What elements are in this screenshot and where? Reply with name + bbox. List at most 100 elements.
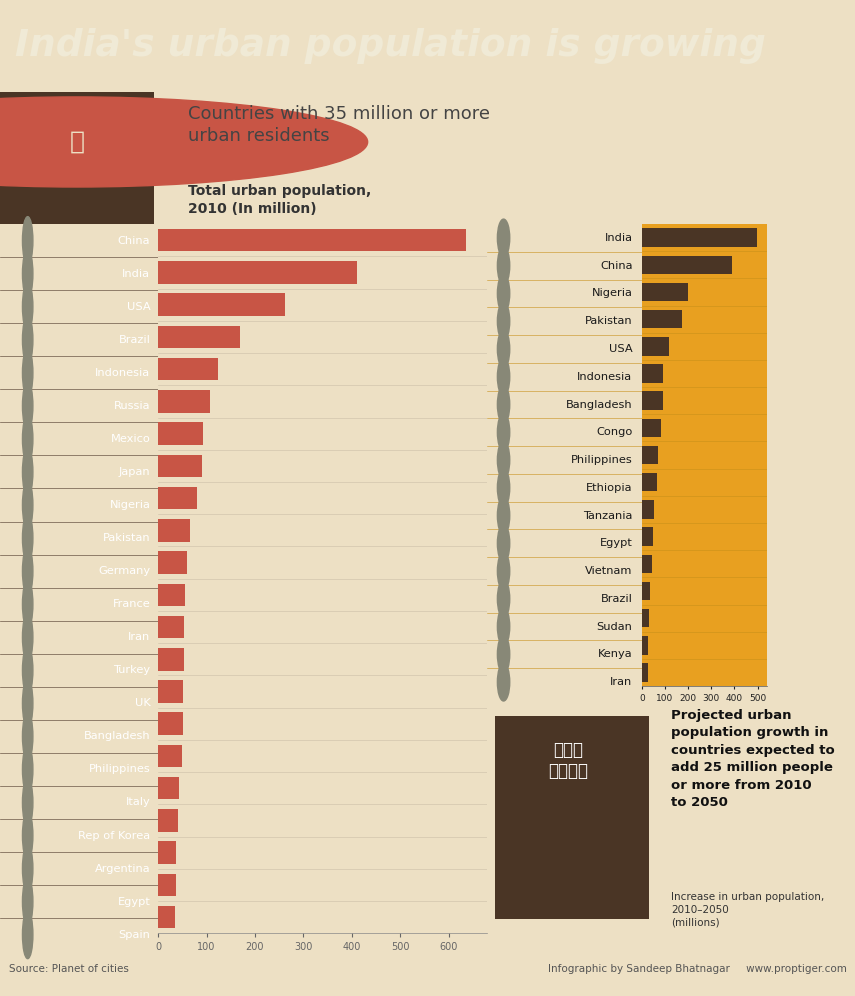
Circle shape: [22, 381, 32, 430]
Text: Philippines: Philippines: [89, 764, 150, 775]
Circle shape: [498, 413, 510, 451]
Bar: [158, 680, 183, 703]
Text: Egypt: Egypt: [117, 896, 150, 906]
Bar: [642, 337, 669, 356]
Text: Mexico: Mexico: [110, 434, 150, 444]
Circle shape: [498, 247, 510, 285]
Bar: [158, 358, 218, 380]
Bar: [158, 454, 203, 477]
Text: Ethiopia: Ethiopia: [586, 483, 633, 493]
Text: Japan: Japan: [119, 467, 150, 477]
Bar: [158, 584, 185, 607]
Text: India's urban population is growing: India's urban population is growing: [15, 28, 766, 64]
Circle shape: [22, 283, 32, 331]
Bar: [642, 636, 648, 654]
Circle shape: [22, 845, 32, 892]
Text: Russia: Russia: [114, 400, 150, 411]
Text: China: China: [118, 236, 150, 246]
Bar: [158, 390, 210, 412]
Bar: [642, 582, 650, 601]
Circle shape: [498, 663, 510, 701]
Text: 👥👥👥
👥👥👥👥: 👥👥👥 👥👥👥👥: [548, 741, 588, 780]
Circle shape: [22, 448, 32, 496]
Text: France: France: [113, 600, 150, 610]
Text: ⌂: ⌂: [546, 724, 590, 791]
Text: Philippines: Philippines: [571, 455, 633, 465]
Text: USA: USA: [127, 302, 150, 312]
Bar: [642, 663, 648, 681]
Bar: [642, 228, 757, 247]
Text: Spain: Spain: [118, 929, 150, 939]
Text: Sudan: Sudan: [597, 622, 633, 631]
Circle shape: [22, 646, 32, 694]
Circle shape: [22, 877, 32, 925]
Circle shape: [22, 779, 32, 827]
Text: Egypt: Egypt: [599, 538, 633, 549]
Bar: [158, 422, 203, 445]
Text: USA: USA: [609, 344, 633, 354]
Bar: [642, 256, 732, 274]
Text: Indonesia: Indonesia: [95, 368, 150, 377]
Circle shape: [498, 330, 510, 368]
Text: Bangladesh: Bangladesh: [566, 399, 633, 409]
Circle shape: [22, 679, 32, 727]
Bar: [642, 555, 652, 573]
Bar: [158, 809, 178, 832]
Circle shape: [498, 441, 510, 479]
FancyBboxPatch shape: [0, 92, 154, 224]
Bar: [642, 527, 653, 546]
Circle shape: [498, 358, 510, 395]
Circle shape: [22, 250, 32, 298]
Bar: [158, 712, 183, 735]
Circle shape: [0, 97, 368, 187]
Text: Countries with 35 million or more
urban residents: Countries with 35 million or more urban …: [188, 105, 490, 145]
Text: 🏢: 🏢: [69, 129, 85, 154]
Bar: [158, 519, 190, 542]
Text: Tanzania: Tanzania: [583, 511, 633, 521]
Circle shape: [498, 635, 510, 673]
Bar: [642, 500, 654, 519]
Circle shape: [22, 547, 32, 595]
Bar: [642, 365, 663, 382]
Text: Rep of Korea: Rep of Korea: [78, 831, 150, 841]
Text: Congo: Congo: [596, 427, 633, 437]
Bar: [642, 283, 688, 301]
Bar: [158, 905, 175, 928]
Circle shape: [22, 514, 32, 562]
Text: Brazil: Brazil: [118, 335, 150, 345]
Circle shape: [22, 614, 32, 661]
Text: Nigeria: Nigeria: [109, 500, 150, 510]
Text: Kenya: Kenya: [598, 649, 633, 659]
Bar: [158, 551, 187, 574]
Circle shape: [22, 910, 32, 958]
Text: Increase in urban population,
2010–2050
(millions): Increase in urban population, 2010–2050 …: [671, 891, 824, 927]
Bar: [158, 873, 175, 896]
Text: Turkey: Turkey: [113, 665, 150, 675]
Text: Iran: Iran: [128, 632, 150, 642]
Bar: [642, 418, 661, 437]
Bar: [158, 487, 197, 509]
Bar: [158, 294, 285, 316]
Bar: [642, 391, 663, 410]
Bar: [642, 310, 681, 329]
Bar: [158, 616, 184, 638]
Circle shape: [22, 481, 32, 529]
Text: Total urban population,
2010 (In million): Total urban population, 2010 (In million…: [188, 184, 371, 216]
Circle shape: [498, 385, 510, 423]
Text: Infographic by Sandeep Bhatnagar     www.proptiger.com: Infographic by Sandeep Bhatnagar www.pro…: [547, 964, 846, 974]
Text: Iran: Iran: [610, 677, 633, 687]
Text: Argentina: Argentina: [95, 864, 150, 873]
Text: China: China: [600, 261, 633, 271]
Circle shape: [498, 525, 510, 562]
Text: Brazil: Brazil: [600, 594, 633, 604]
Text: Pakistan: Pakistan: [103, 533, 150, 543]
Circle shape: [22, 812, 32, 860]
Circle shape: [498, 497, 510, 535]
Bar: [642, 609, 649, 627]
Circle shape: [22, 581, 32, 628]
Text: Source: Planet of cities: Source: Planet of cities: [9, 964, 128, 974]
Circle shape: [22, 745, 32, 794]
Circle shape: [22, 217, 32, 265]
Bar: [158, 842, 176, 864]
Bar: [158, 648, 184, 670]
